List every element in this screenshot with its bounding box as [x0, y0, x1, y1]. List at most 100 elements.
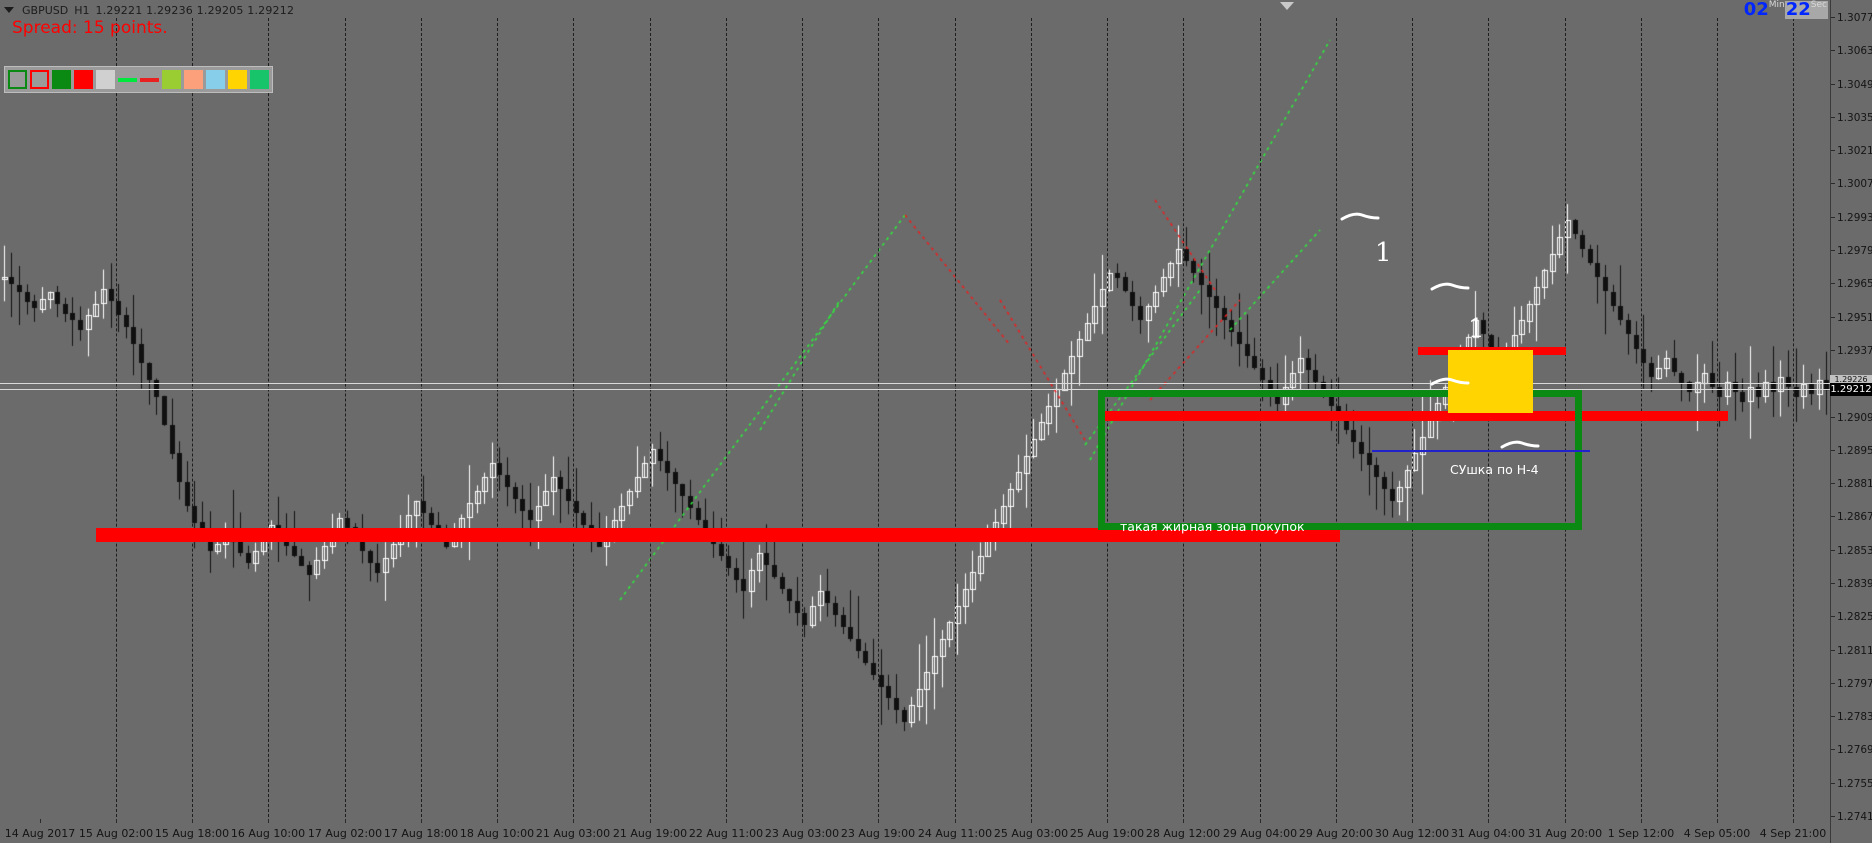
- price-tick-mark: [1831, 682, 1835, 684]
- time-tick-mark: [955, 819, 956, 823]
- palette-line-bar: [140, 77, 159, 82]
- ask-price-tag: 1.29226: [1830, 375, 1872, 386]
- time-tick-mark: [421, 819, 422, 823]
- time-tick-label: 4 Sep 21:00: [1759, 827, 1827, 840]
- palette-swatch-green-line[interactable]: [118, 70, 137, 89]
- time-tick-label: 21 Aug 03:00: [535, 827, 611, 840]
- current-price-tag: 1.29212: [1830, 382, 1872, 396]
- time-tick-label: 23 Aug 03:00: [764, 827, 840, 840]
- palette-swatch-red[interactable]: [74, 70, 93, 89]
- time-tick-label: 16 Aug 10:00: [230, 827, 306, 840]
- palette-swatch-sky-blue[interactable]: [206, 70, 225, 89]
- timeframe-label: H1: [74, 3, 90, 17]
- triangle-down-icon[interactable]: [4, 7, 14, 13]
- palette-swatch-emerald[interactable]: [250, 70, 269, 89]
- palette-swatch-green-outline[interactable]: [8, 70, 27, 89]
- color-palette-panel[interactable]: [4, 66, 273, 93]
- price-tick-mark: [1831, 250, 1835, 252]
- timer-seconds: 22: [1785, 0, 1811, 20]
- time-tick-mark: [1717, 819, 1718, 823]
- time-tick-label: 17 Aug 02:00: [307, 827, 383, 840]
- time-tick-mark: [268, 819, 269, 823]
- time-tick-mark: [726, 819, 727, 823]
- time-tick-mark: [1641, 819, 1642, 823]
- price-tick-mark: [1831, 449, 1835, 451]
- palette-swatch-red-outline[interactable]: [30, 70, 49, 89]
- time-tick-mark: [1565, 819, 1566, 823]
- time-tick-label: 23 Aug 19:00: [840, 827, 916, 840]
- time-tick-mark: [1031, 819, 1032, 823]
- palette-swatch-salmon[interactable]: [184, 70, 203, 89]
- spread-label: Spread: 15 points.: [12, 18, 168, 38]
- symbol-label: GBPUSD: [22, 3, 69, 17]
- time-tick-label: 30 Aug 12:00: [1374, 827, 1450, 840]
- price-tick-mark: [1831, 150, 1835, 152]
- time-tick-label: 1 Sep 12:00: [1607, 827, 1675, 840]
- price-tick-mark: [1831, 349, 1835, 351]
- time-scale[interactable]: 14 Aug 2017 15 Aug 02:00 15 Aug 18:00 16 Au…: [0, 817, 1830, 843]
- palette-swatch-red-line[interactable]: [140, 70, 159, 89]
- time-tick-label: 28 Aug 12:00: [1145, 827, 1221, 840]
- price-tick-mark: [1831, 83, 1835, 85]
- palette-swatch-dark-green[interactable]: [52, 70, 71, 89]
- time-tick-label: 21 Aug 19:00: [612, 827, 688, 840]
- time-tick-label: 25 Aug 03:00: [993, 827, 1069, 840]
- time-tick-label: 25 Aug 19:00: [1069, 827, 1145, 840]
- price-tick-mark: [1831, 17, 1835, 18]
- price-tick-mark: [1831, 816, 1835, 817]
- time-tick-mark: [1336, 819, 1337, 823]
- time-tick-label: 14 Aug 2017: [4, 827, 76, 840]
- time-tick-label: 15 Aug 18:00: [154, 827, 230, 840]
- palette-swatch-yellow-green[interactable]: [162, 70, 181, 89]
- price-tick-mark: [1831, 582, 1835, 584]
- time-tick-mark: [345, 819, 346, 823]
- timer-seconds-unit: Sec: [1810, 0, 1827, 10]
- chart-plot-area[interactable]: такая жирная зона покупок СУшка по H-4 1 1: [0, 0, 1830, 843]
- time-tick-mark: [1107, 819, 1108, 823]
- candlestick-canvas: [0, 0, 1830, 843]
- palette-swatch-gold[interactable]: [228, 70, 247, 89]
- timer-minutes: 02: [1743, 0, 1769, 20]
- palette-swatch-light-gray[interactable]: [96, 70, 115, 89]
- price-tick-mark: [1831, 283, 1835, 285]
- time-tick-label: 29 Aug 20:00: [1298, 827, 1374, 840]
- time-tick-mark: [1183, 819, 1184, 823]
- price-tick-mark: [1831, 183, 1835, 185]
- bar-countdown-timer: 02 Min 22 Sec: [1744, 1, 1828, 21]
- time-tick-mark: [40, 819, 41, 823]
- chevron-down-icon[interactable]: [1280, 2, 1294, 10]
- price-tick-mark: [1831, 116, 1835, 118]
- price-tick-mark: [1831, 716, 1835, 718]
- time-tick-mark: [650, 819, 651, 823]
- time-tick-label: 22 Aug 11:00: [688, 827, 764, 840]
